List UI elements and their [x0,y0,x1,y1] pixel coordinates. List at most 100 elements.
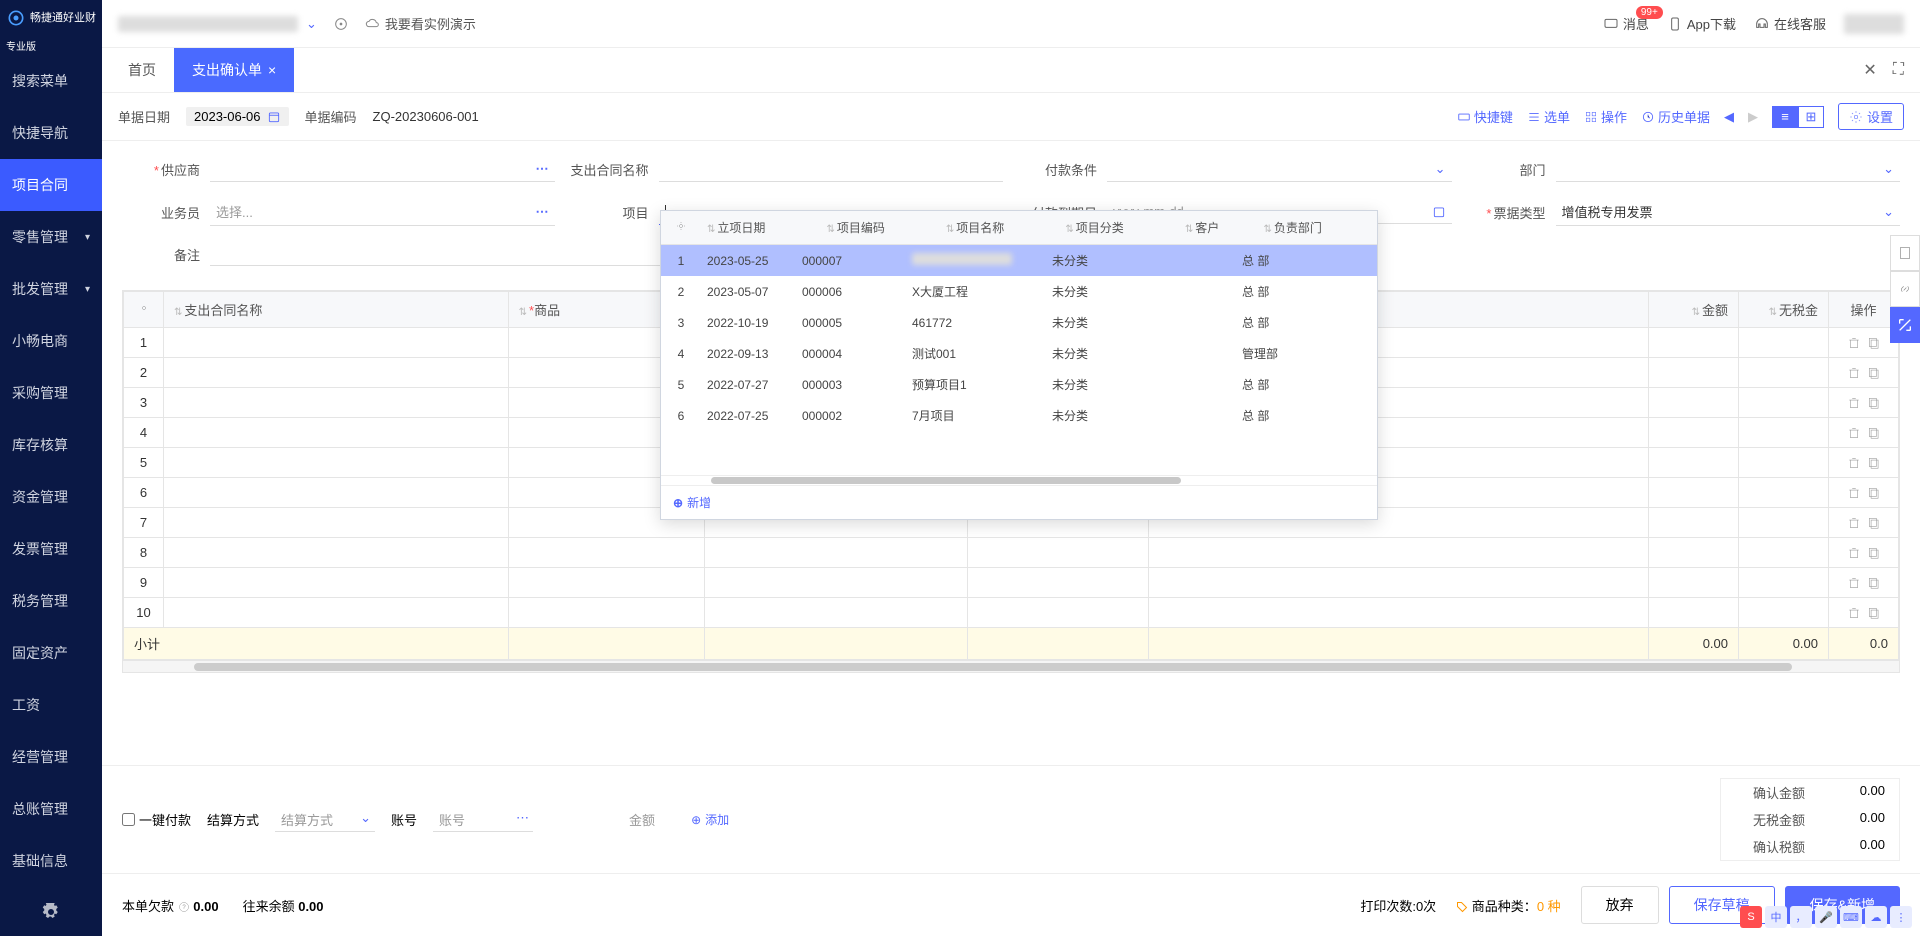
dropdown-gear[interactable] [661,211,701,245]
tab-active[interactable]: 支出确认单 × [174,48,294,92]
sidebar-item[interactable]: 搜索菜单 [0,55,102,107]
sidebar-item[interactable]: 工资 [0,679,102,731]
ime-zh[interactable]: 中 [1765,906,1787,928]
dropdown-row[interactable]: 2 2023-05-07 000006 X大厦工程 未分类 总 部 [661,276,1377,307]
tab-home[interactable]: 首页 [110,48,174,92]
col-dept[interactable]: ⇅负责部门 [1258,211,1377,245]
chevron-down-icon[interactable]: ⌄ [1883,161,1894,177]
copy-icon[interactable] [1867,516,1881,530]
pay-term-input[interactable]: ⌄ [1107,157,1452,182]
dept-input[interactable]: ⌄ [1556,157,1901,182]
delete-icon[interactable] [1847,486,1861,500]
copy-icon[interactable] [1867,366,1881,380]
copy-icon[interactable] [1867,486,1881,500]
sidebar-item[interactable]: 小畅电商 [0,315,102,367]
sidebar-item[interactable]: 库存核算 [0,419,102,471]
copy-icon[interactable] [1867,606,1881,620]
delete-icon[interactable] [1847,396,1861,410]
col-name[interactable]: ⇅项目名称 [940,211,1059,245]
dropdown-row[interactable]: 3 2022-10-19 000005 461772 未分类 总 部 [661,307,1377,338]
settings-button[interactable]: 设置 [1838,103,1904,130]
user-avatar[interactable] [1844,14,1904,34]
sidebar-item[interactable]: 快捷导航 [0,107,102,159]
info-icon[interactable]: ? [178,901,190,913]
col-amount[interactable]: ⇅金额 [1649,292,1739,328]
expand-tabs[interactable]: ⛶ [1885,53,1912,87]
sidebar-item[interactable]: 总账管理 [0,783,102,835]
ime-mic[interactable]: 🎤 [1815,906,1837,928]
sidebar-item[interactable]: 发票管理 [0,523,102,575]
delete-icon[interactable] [1847,606,1861,620]
col-code[interactable]: ⇅项目编码 [820,211,939,245]
table-row[interactable]: 10 [124,598,1899,628]
sidebar-settings[interactable] [0,893,102,936]
account-select[interactable]: 账号⋯ [433,808,533,832]
contract-name-input[interactable] [659,158,1004,182]
table-scrollbar[interactable] [123,660,1899,672]
copy-icon[interactable] [1867,426,1881,440]
app-download-link[interactable]: App下载 [1667,14,1736,33]
add-settle-link[interactable]: ⊕添加 [691,811,729,828]
col-category[interactable]: ⇅项目分类 [1059,211,1178,245]
table-row[interactable]: 9 [124,568,1899,598]
dropdown-row[interactable]: 5 2022-07-27 000003 预算项目1 未分类 总 部 [661,369,1377,400]
select-doc-link[interactable]: 选单 [1527,107,1570,126]
ime-menu[interactable]: ⋮ [1890,906,1912,928]
sidebar-item[interactable]: 基础信息 [0,835,102,887]
ime-kbd[interactable]: ⌨ [1840,906,1862,928]
delete-icon[interactable] [1847,426,1861,440]
supplier-input[interactable]: ⋯ [210,157,555,182]
one-click-pay-checkbox[interactable]: 一键付款 [122,810,191,829]
copy-icon[interactable] [1867,456,1881,470]
table-gear[interactable] [124,292,164,328]
side-tab-3[interactable] [1890,307,1920,343]
copy-icon[interactable] [1867,336,1881,350]
ime-s[interactable]: S [1740,906,1762,928]
chevron-down-icon[interactable]: ⌄ [1883,204,1894,220]
sidebar-item[interactable]: 批发管理▾ [0,263,102,315]
operation-link[interactable]: 操作 [1584,107,1627,126]
dropdown-scrollbar[interactable] [661,475,1377,485]
side-tab-2[interactable] [1890,271,1920,307]
chevron-down-icon[interactable]: ⌄ [1435,161,1446,177]
ime-punct[interactable]: ， [1790,906,1812,928]
ellipsis-icon[interactable]: ⋯ [536,161,549,177]
demo-link[interactable]: 我要看实例演示 [365,14,476,33]
calendar-icon[interactable] [1432,205,1446,219]
sidebar-item[interactable]: 零售管理▾ [0,211,102,263]
salesperson-input[interactable]: 选择...⋯ [210,198,555,226]
copy-icon[interactable] [1867,396,1881,410]
table-row[interactable]: 8 [124,538,1899,568]
doc-date-value[interactable]: 2023-06-06 [186,107,289,126]
col-date[interactable]: ⇅立项日期 [701,211,820,245]
dropdown-row[interactable]: 4 2022-09-13 000004 测试001 未分类 管理部 [661,338,1377,369]
sidebar-item[interactable]: 固定资产 [0,627,102,679]
copy-icon[interactable] [1867,546,1881,560]
delete-icon[interactable] [1847,546,1861,560]
delete-icon[interactable] [1847,576,1861,590]
delete-icon[interactable] [1847,456,1861,470]
prev-doc[interactable]: ◀ [1724,109,1734,125]
online-service-link[interactable]: 在线客服 [1754,14,1826,33]
view-card[interactable]: ⊞ [1798,106,1824,128]
sidebar-item[interactable]: 税务管理 [0,575,102,627]
gear-icon[interactable] [333,16,349,32]
side-tab-1[interactable] [1890,235,1920,271]
delete-icon[interactable] [1847,366,1861,380]
settle-method-select[interactable]: 结算方式⌄ [275,808,375,832]
history-link[interactable]: 历史单据 [1641,107,1710,126]
invoice-type-input[interactable]: 增值税专用发票⌄ [1556,198,1901,226]
ime-cloud[interactable]: ☁ [1865,906,1887,928]
col-customer[interactable]: ⇅客户 [1179,211,1258,245]
dropdown-row[interactable]: 1 2023-05-25 000007 未分类 总 部 [661,245,1377,276]
shortcut-link[interactable]: 快捷键 [1457,107,1513,126]
dropdown-row[interactable]: 6 2022-07-25 000002 7月项目 未分类 总 部 [661,400,1377,431]
sidebar-item[interactable]: 经营管理 [0,731,102,783]
next-doc[interactable]: ▶ [1748,109,1758,125]
view-list[interactable]: ≡ [1772,106,1798,128]
abandon-button[interactable]: 放弃 [1581,886,1659,924]
delete-icon[interactable] [1847,336,1861,350]
sidebar-item[interactable]: 采购管理 [0,367,102,419]
messages-link[interactable]: 消息 99+ [1603,14,1649,33]
col-contract-name[interactable]: ⇅支出合同名称 [164,292,509,328]
